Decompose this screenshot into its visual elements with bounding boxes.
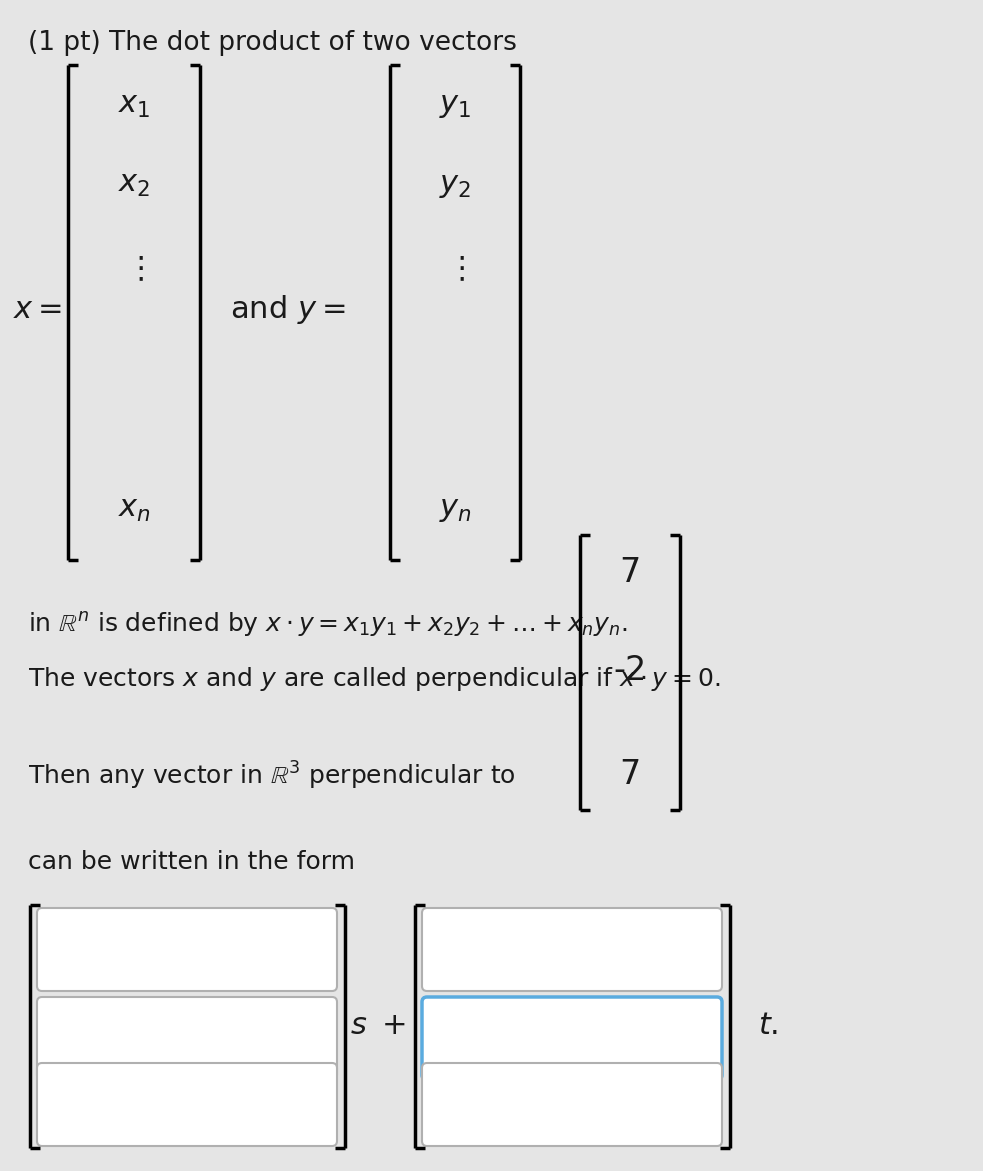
Text: The vectors $x$ and $y$ are called perpendicular if $x \cdot y = 0.$: The vectors $x$ and $y$ are called perpe… [28, 665, 721, 693]
Text: $y_2$: $y_2$ [438, 171, 471, 199]
FancyBboxPatch shape [37, 1063, 337, 1146]
Text: 7: 7 [619, 759, 641, 792]
Text: -2: -2 [613, 653, 647, 686]
FancyBboxPatch shape [422, 1063, 722, 1146]
Text: $x_2$: $x_2$ [118, 171, 150, 199]
Text: in $\mathbb{R}^n$ is defined by $x \cdot y = x_1y_1 + x_2y_2 + \ldots + x_ny_n.$: in $\mathbb{R}^n$ is defined by $x \cdot… [28, 610, 627, 639]
Text: $x_1$: $x_1$ [118, 90, 150, 119]
Text: Then any vector in $\mathbb{R}^3$ perpendicular to: Then any vector in $\mathbb{R}^3$ perpen… [28, 760, 516, 793]
Text: $x_n$: $x_n$ [118, 495, 150, 525]
FancyBboxPatch shape [37, 997, 337, 1080]
Text: $x =$: $x =$ [13, 295, 62, 324]
Text: 7: 7 [619, 555, 641, 589]
Text: $t.$: $t.$ [758, 1011, 779, 1040]
Text: $\mathrm{and}\ y =$: $\mathrm{and}\ y =$ [230, 294, 346, 327]
Text: $y_1$: $y_1$ [438, 90, 471, 119]
FancyBboxPatch shape [422, 997, 722, 1080]
Text: (1 pt) The dot product of two vectors: (1 pt) The dot product of two vectors [28, 30, 517, 56]
FancyBboxPatch shape [37, 908, 337, 991]
Text: $y_n$: $y_n$ [438, 495, 472, 525]
Text: $\vdots$: $\vdots$ [125, 255, 144, 285]
FancyBboxPatch shape [422, 908, 722, 991]
Text: can be written in the form: can be written in the form [28, 850, 355, 874]
Text: $s\ +$: $s\ +$ [350, 1011, 406, 1040]
Text: $\vdots$: $\vdots$ [445, 255, 464, 285]
